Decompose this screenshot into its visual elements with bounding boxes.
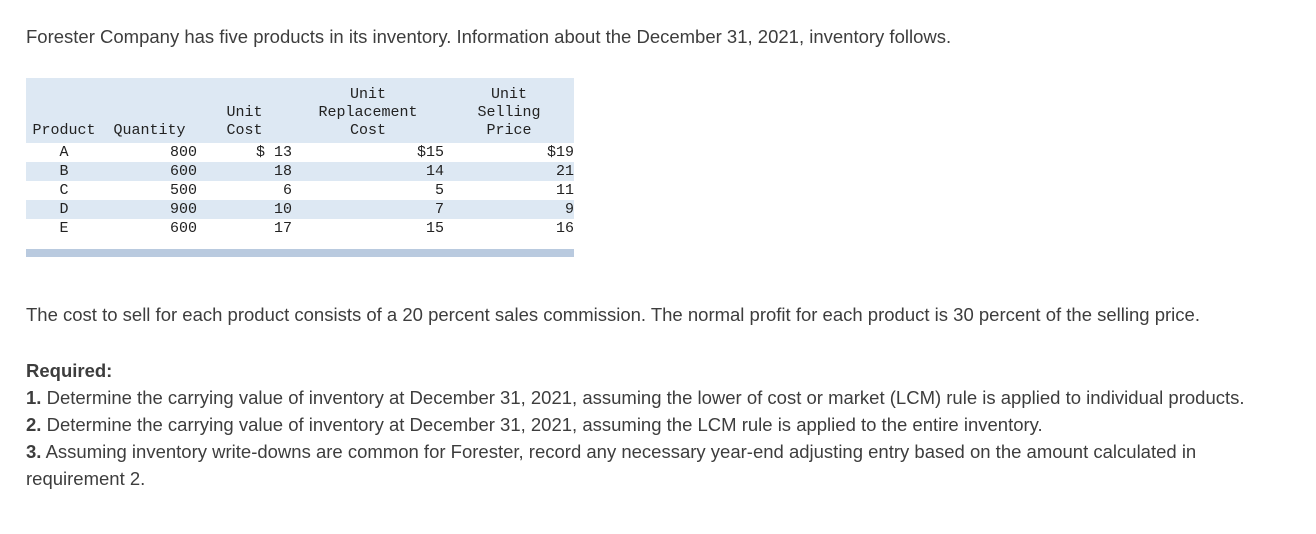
cell-quantity: 600: [169, 220, 197, 237]
required-item-number: 1.: [26, 387, 42, 408]
table-row: B 600 18 14 21: [26, 162, 574, 181]
cell-unit-cost: 10: [197, 200, 292, 219]
cell-replacement-cost: 7: [292, 200, 444, 219]
inventory-table-wrap: Product Quantity Unit Cost Unit Replacem…: [26, 78, 574, 257]
cell-unit-cost: 18: [197, 162, 292, 181]
cell-product: B: [26, 162, 102, 181]
cell-product: A: [59, 144, 69, 161]
cell-quantity: 900: [102, 200, 197, 219]
commission-paragraph: The cost to sell for each product consis…: [26, 304, 1200, 325]
header-line: Unit: [490, 86, 527, 103]
cell-product: E: [59, 220, 69, 237]
cell-unit-cost: 6: [282, 182, 292, 199]
header-line: Cost: [349, 122, 386, 139]
cell-replacement-cost: 15: [425, 220, 444, 237]
cell-quantity: 800: [169, 144, 197, 161]
required-item-number: 3.: [26, 441, 42, 462]
table-bottom-bar: [26, 249, 574, 257]
header-quantity: Quantity: [102, 78, 197, 143]
cell-quantity: 500: [169, 182, 197, 199]
cell-quantity: 600: [102, 162, 197, 181]
header-unit-cost: Unit Cost: [197, 78, 292, 143]
header-line: Unit: [349, 86, 386, 103]
table-row: E 600 17 15 16: [26, 219, 574, 238]
required-item-1: 1. Determine the carrying value of inven…: [26, 384, 1290, 411]
cell-selling-price: 11: [555, 182, 574, 199]
table-row: A 800 $ 13 $15 $19: [26, 143, 574, 162]
header-line: Unit: [226, 104, 263, 121]
required-item-3: 3. Assuming inventory write-downs are co…: [26, 438, 1290, 492]
required-label: Required:: [26, 360, 113, 381]
header-unit-selling-price: Unit Selling Price: [444, 78, 574, 143]
table-row: C 500 6 5 11: [26, 181, 574, 200]
header-line: Selling: [477, 104, 541, 121]
header-line: Product: [32, 122, 96, 139]
required-item-text: Assuming inventory write-downs are commo…: [26, 441, 1197, 489]
cell-selling-price: 9: [444, 200, 574, 219]
inventory-table: Product Quantity Unit Cost Unit Replacem…: [26, 78, 574, 238]
cell-product: D: [26, 200, 102, 219]
header-product: Product: [26, 78, 102, 143]
cell-selling-price: 21: [444, 162, 574, 181]
cell-selling-price: 16: [555, 220, 574, 237]
required-section: Required: 1. Determine the carrying valu…: [26, 357, 1290, 492]
cell-unit-cost: 17: [273, 220, 292, 237]
cell-replacement-cost: $15: [416, 144, 444, 161]
header-unit-replacement-cost: Unit Replacement Cost: [292, 78, 444, 143]
header-line: Replacement: [318, 104, 418, 121]
cell-unit-cost: $ 13: [255, 144, 292, 161]
cell-product: C: [59, 182, 69, 199]
required-item-2: 2. Determine the carrying value of inven…: [26, 411, 1290, 438]
required-item-text: Determine the carrying value of inventor…: [46, 387, 1245, 408]
header-line: Price: [486, 122, 532, 139]
table-header-row: Product Quantity Unit Cost Unit Replacem…: [26, 78, 574, 143]
header-line: Cost: [226, 122, 263, 139]
cell-replacement-cost: 14: [292, 162, 444, 181]
intro-paragraph: Forester Company has five products in it…: [26, 26, 952, 47]
cell-replacement-cost: 5: [434, 182, 444, 199]
required-item-number: 2.: [26, 414, 42, 435]
table-row: D 900 10 7 9: [26, 200, 574, 219]
header-line: Quantity: [113, 122, 186, 139]
cell-selling-price: $19: [546, 144, 574, 161]
required-item-text: Determine the carrying value of inventor…: [46, 414, 1043, 435]
